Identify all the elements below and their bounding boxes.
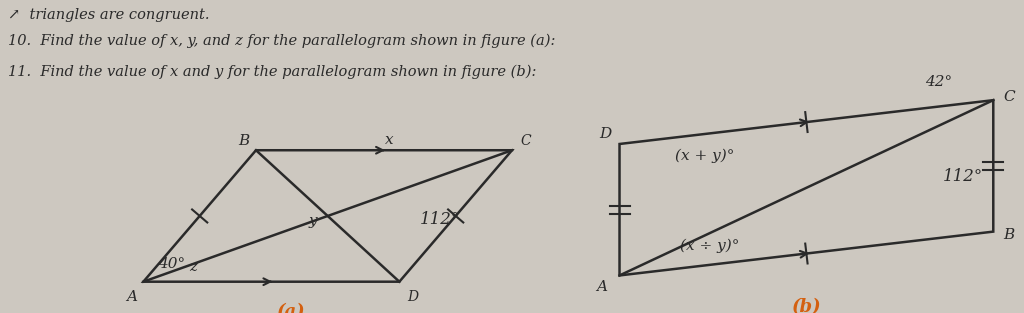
Text: A: A (126, 290, 137, 304)
Text: (x ÷ y)°: (x ÷ y)° (680, 238, 739, 253)
Text: (b): (b) (792, 298, 821, 313)
Text: ↗  triangles are congruent.: ↗ triangles are congruent. (8, 8, 210, 22)
Text: 112°: 112° (943, 168, 983, 185)
Text: 112°: 112° (420, 211, 461, 228)
Text: 10.  Find the value of x, y, and z for the parallelogram shown in figure (a):: 10. Find the value of x, y, and z for th… (8, 34, 555, 49)
Text: (a): (a) (278, 303, 306, 313)
Text: 11.  Find the value of x and y for the parallelogram shown in figure (b):: 11. Find the value of x and y for the pa… (8, 65, 537, 80)
Text: C: C (520, 134, 530, 148)
Text: 42°: 42° (925, 75, 952, 89)
Text: D: D (408, 290, 419, 304)
Text: 40°: 40° (158, 257, 185, 271)
Text: C: C (1004, 90, 1015, 104)
Text: B: B (239, 134, 250, 148)
Text: z: z (189, 260, 198, 274)
Text: (x + y)°: (x + y)° (675, 149, 734, 163)
Text: D: D (599, 127, 611, 141)
Text: B: B (1004, 228, 1015, 242)
Text: A: A (597, 280, 607, 295)
Text: x: x (385, 133, 393, 147)
Text: y: y (308, 214, 317, 228)
